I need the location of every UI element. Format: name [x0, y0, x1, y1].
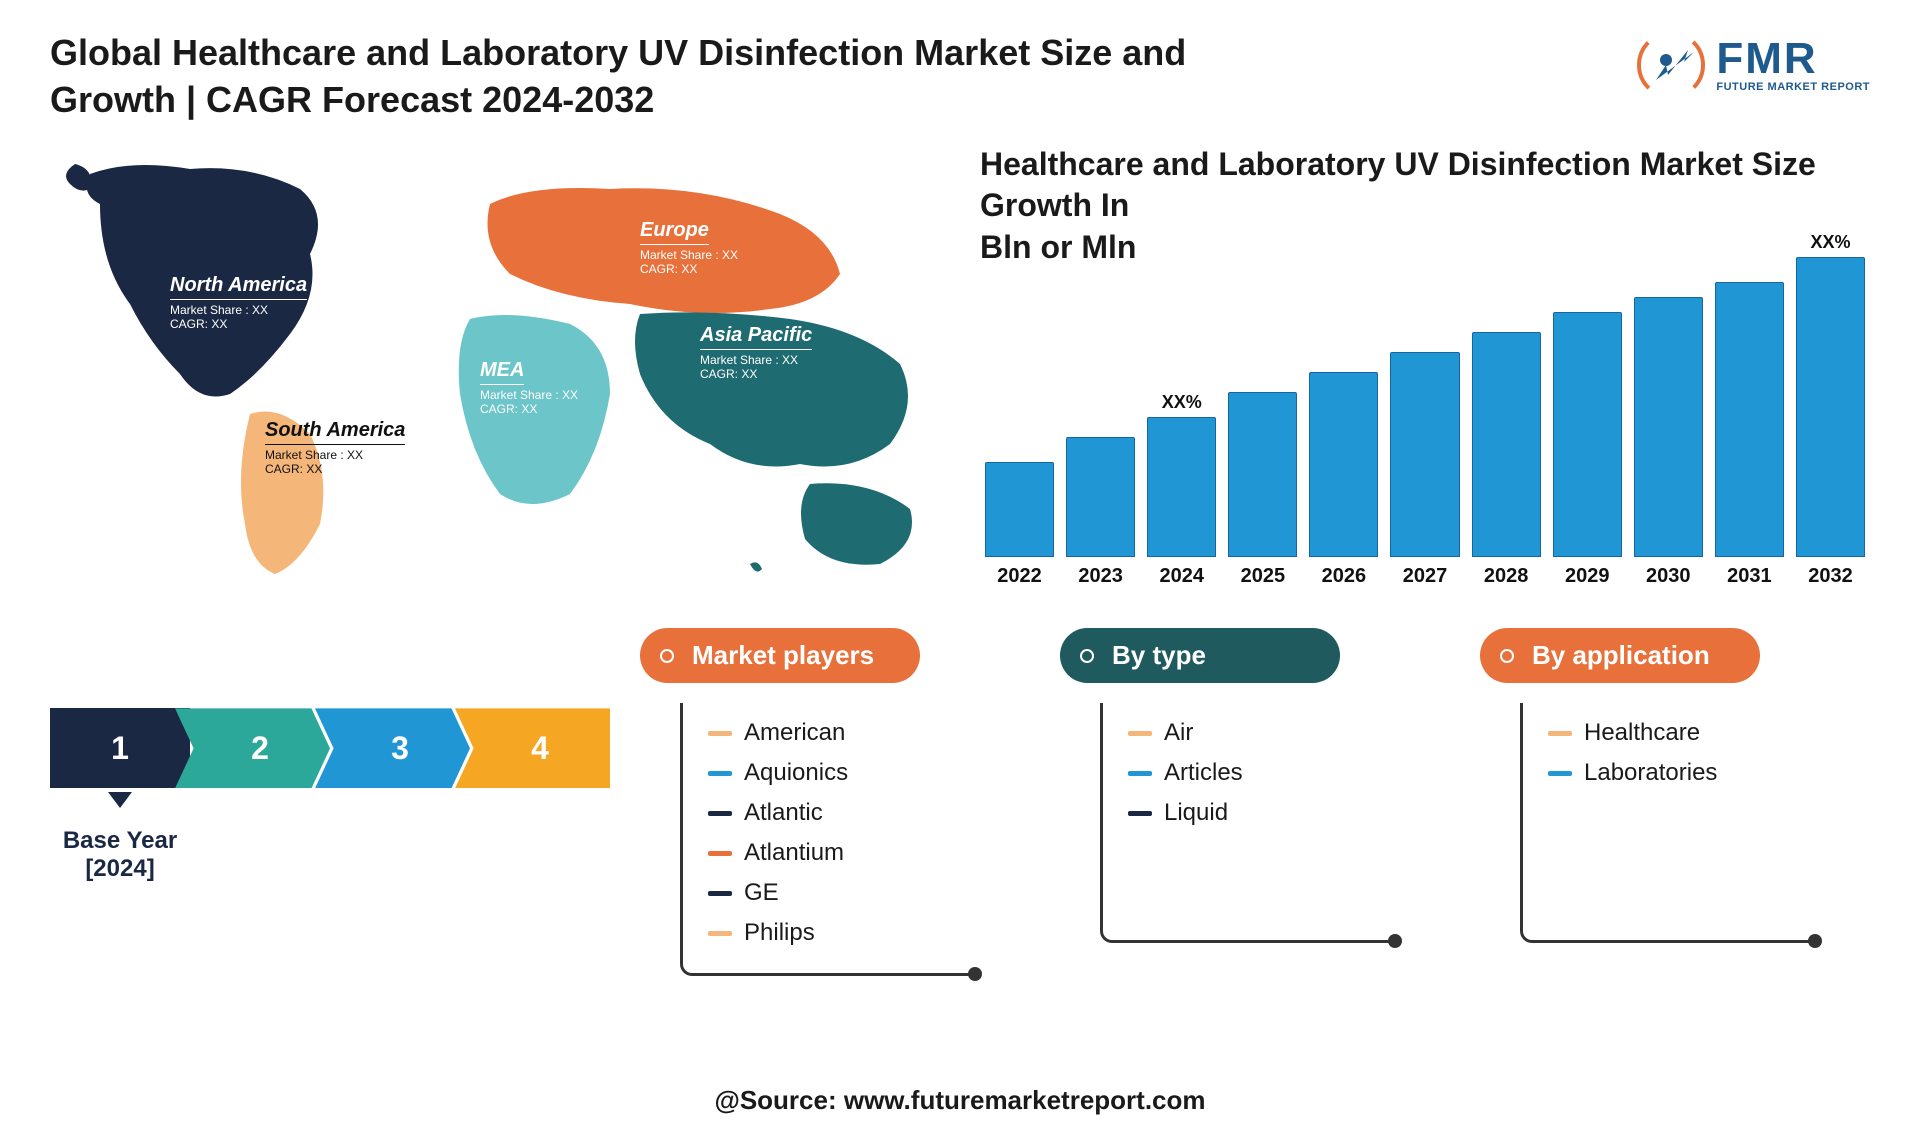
- list-item: Aquionics: [708, 753, 960, 793]
- timeline-seg-4: 4 CAGRXX%%: [455, 708, 610, 788]
- list-item: Atlantium: [708, 833, 960, 873]
- bar-2022: 2022: [985, 462, 1054, 588]
- chart-title: Healthcare and Laboratory UV Disinfectio…: [980, 144, 1870, 269]
- timeline-seg-1: 1 Base Year[2024]: [50, 708, 190, 788]
- page-title: Global Healthcare and Laboratory UV Disi…: [50, 30, 1250, 124]
- bar-2024: XX%2024: [1147, 417, 1216, 588]
- bar-2027: 2027: [1390, 352, 1459, 588]
- list-item: Atlantic: [708, 793, 960, 833]
- list-item: Air: [1128, 713, 1380, 753]
- timeline-seg-3: 3 Historical Years[2018-2023]: [315, 708, 470, 788]
- list-item: GE: [708, 873, 960, 913]
- bar-2026: 2026: [1309, 372, 1378, 588]
- bar-chart: Healthcare and Laboratory UV Disinfectio…: [980, 144, 1870, 589]
- list-item: Healthcare: [1548, 713, 1800, 753]
- region-label-eu: Europe Market Share : XX CAGR: XX: [640, 219, 738, 276]
- pill-by-application: By application: [1480, 628, 1760, 683]
- bar-2029: 2029: [1553, 312, 1622, 588]
- bar-2025: 2025: [1228, 392, 1297, 588]
- market-players-column: Market players AmericanAquionicsAtlantic…: [640, 628, 1030, 976]
- bar-2028: 2028: [1472, 332, 1541, 588]
- source-text: @Source: www.futuremarketreport.com: [714, 1085, 1205, 1116]
- logo-text-main: FMR: [1716, 37, 1870, 81]
- region-label-mea: MEA Market Share : XX CAGR: XX: [480, 359, 578, 416]
- region-label-na: North America Market Share : XX CAGR: XX: [170, 274, 307, 331]
- region-label-ap: Asia Pacific Market Share : XX CAGR: XX: [700, 324, 812, 381]
- pill-market-players: Market players: [640, 628, 920, 683]
- bar-2030: 2030: [1634, 297, 1703, 588]
- list-item: American: [708, 713, 960, 753]
- bar-2023: 2023: [1066, 437, 1135, 588]
- bar-2032: XX%2032: [1796, 257, 1865, 588]
- by-application-column: By application HealthcareLaboratories: [1480, 628, 1870, 943]
- logo-text-sub: FUTURE MARKET REPORT: [1716, 81, 1870, 93]
- region-label-sa: South America Market Share : XX CAGR: XX: [265, 419, 405, 476]
- logo: FMR FUTURE MARKET REPORT: [1636, 30, 1870, 100]
- pill-by-type: By type: [1060, 628, 1340, 683]
- list-item: Liquid: [1128, 793, 1380, 833]
- timeline-seg-2: 2 Forecast Years[2024-2032]: [175, 708, 330, 788]
- list-item: Philips: [708, 913, 960, 953]
- list-item: Laboratories: [1548, 753, 1800, 793]
- by-type-column: By type AirArticlesLiquid: [1060, 628, 1450, 943]
- list-item: Articles: [1128, 753, 1380, 793]
- logo-icon: [1636, 30, 1706, 100]
- world-map: North America Market Share : XX CAGR: XX…: [50, 144, 950, 584]
- timeline: 1 Base Year[2024] 2 Forecast Years[2024-…: [50, 628, 610, 788]
- bar-2031: 2031: [1715, 282, 1784, 588]
